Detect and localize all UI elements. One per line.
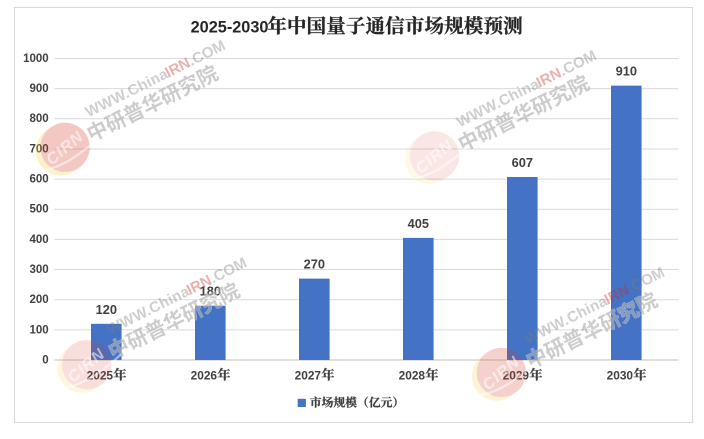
svg-text:2026: 2026: [191, 368, 218, 382]
svg-text:1000: 1000: [23, 53, 49, 65]
svg-text:270: 270: [304, 257, 325, 272]
svg-text:500: 500: [30, 204, 49, 216]
svg-text:120: 120: [96, 302, 117, 317]
svg-text:700: 700: [30, 143, 49, 155]
svg-text:800: 800: [30, 113, 49, 125]
svg-text:405: 405: [408, 216, 429, 231]
svg-text:600: 600: [30, 174, 49, 186]
svg-text:900: 900: [30, 83, 49, 95]
svg-text:2030: 2030: [607, 368, 634, 382]
svg-text:2028: 2028: [399, 368, 426, 382]
svg-text:910: 910: [616, 64, 637, 79]
svg-text:400: 400: [30, 234, 49, 246]
svg-text:100: 100: [30, 324, 49, 336]
svg-text:300: 300: [30, 264, 49, 276]
svg-text:2025-2030: 2025-2030: [191, 19, 269, 37]
svg-text:2025: 2025: [87, 368, 114, 382]
svg-text:2029: 2029: [503, 368, 530, 382]
svg-text:2027: 2027: [295, 368, 322, 382]
svg-text:0: 0: [42, 354, 48, 366]
svg-text:200: 200: [30, 294, 49, 306]
svg-text:607: 607: [512, 155, 533, 170]
